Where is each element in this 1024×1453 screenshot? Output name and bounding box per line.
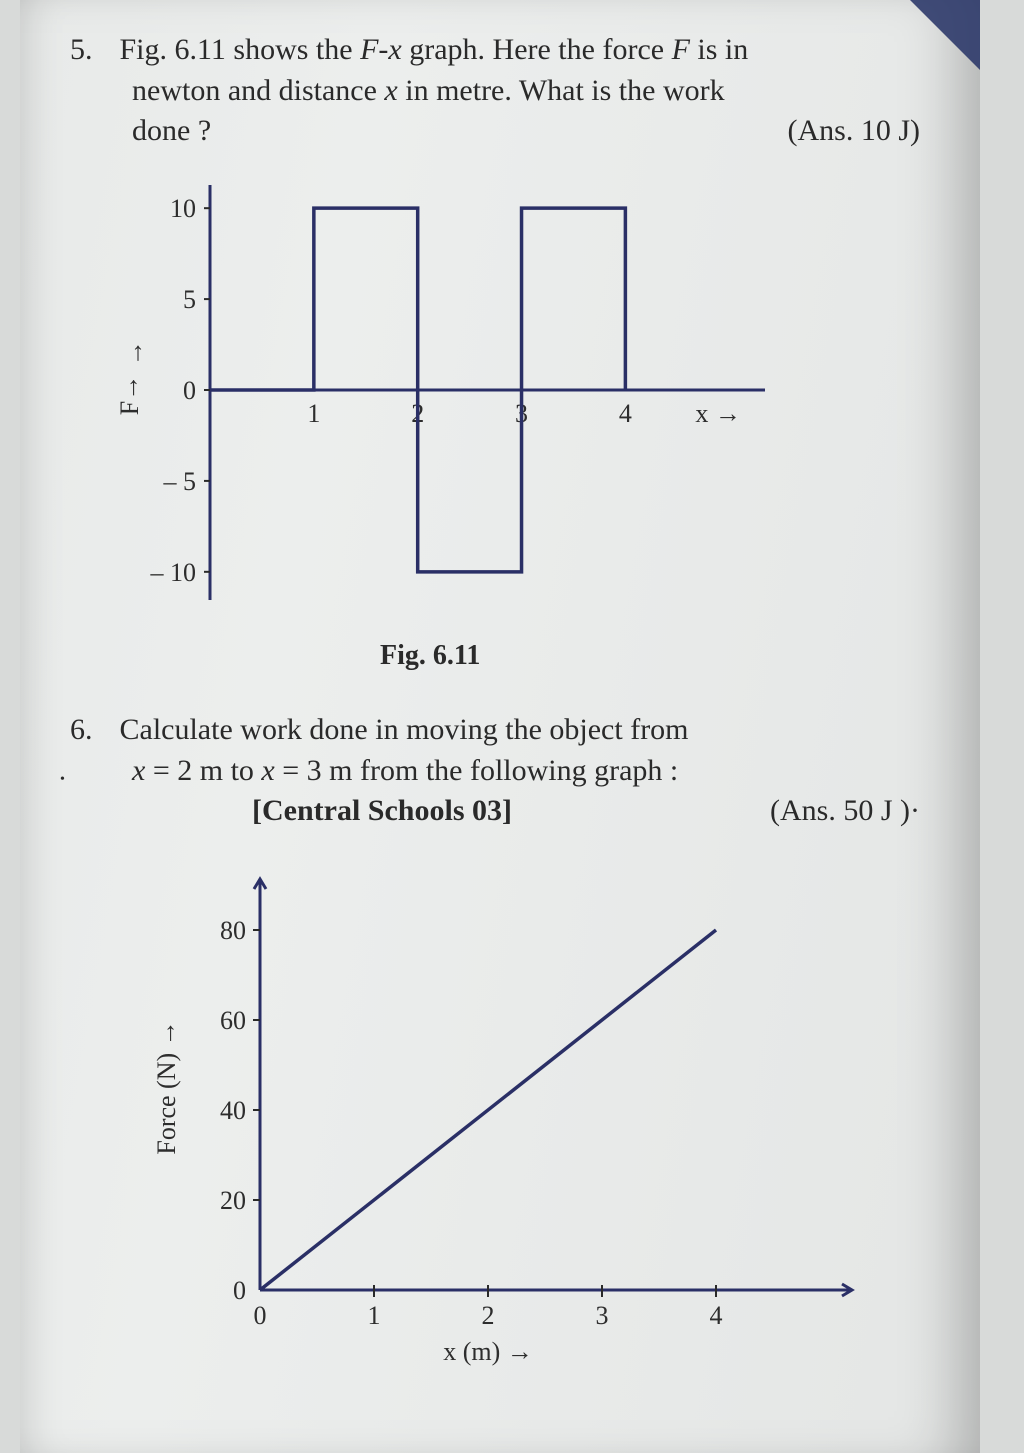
page-corner-fold: [910, 0, 980, 70]
question-6: 6. Calculate work done in moving the obj…: [70, 710, 920, 832]
svg-text:0: 0: [183, 376, 196, 405]
svg-text:2: 2: [482, 1301, 495, 1330]
svg-text:40: 40: [220, 1096, 246, 1125]
q5-number: 5.: [70, 30, 112, 71]
svg-text:4: 4: [619, 399, 632, 428]
svg-text:80: 80: [220, 916, 246, 945]
svg-text:– 5: – 5: [163, 467, 197, 496]
q6-answer: (Ans. 50 J )·: [770, 791, 920, 832]
q6-number: 6.: [70, 710, 112, 751]
fig-6-11-chart: 1050– 5– 101234F→↑x →: [120, 180, 770, 620]
svg-text:– 10: – 10: [150, 558, 197, 587]
q6-line3: • [Central Schools 03] (Ans. 50 J )·: [70, 791, 920, 832]
svg-text:4: 4: [710, 1301, 723, 1330]
svg-text:F→: F→: [115, 375, 144, 415]
svg-text:3: 3: [596, 1301, 609, 1330]
svg-text:20: 20: [220, 1186, 246, 1215]
q6-source: [Central Schools 03]: [132, 794, 512, 827]
svg-text:1: 1: [368, 1301, 381, 1330]
svg-text:0: 0: [233, 1276, 246, 1305]
q5-line1: 5. Fig. 6.11 shows the F-x graph. Here t…: [70, 30, 920, 71]
svg-text:x →: x →: [695, 399, 741, 428]
svg-text:↑: ↑: [132, 337, 145, 366]
fig-6-11-svg: 1050– 5– 101234F→↑x →: [120, 180, 770, 620]
svg-text:Force (N) →: Force (N) →: [152, 1020, 181, 1154]
svg-text:0: 0: [254, 1301, 267, 1330]
page: 5. Fig. 6.11 shows the F-x graph. Here t…: [20, 0, 980, 1453]
force-x-chart: 80 60 40 20 00 1 2 3 4 Force (N) → x (m) →: [140, 870, 860, 1370]
q6-line1: 6. Calculate work done in moving the obj…: [70, 710, 920, 751]
q6-line2: x = 2 m to x = 3 m from the following gr…: [70, 751, 920, 792]
svg-text:10: 10: [170, 194, 196, 223]
q5-answer: (Ans. 10 J): [788, 111, 921, 152]
fig-6-11-caption: Fig. 6.11: [380, 640, 480, 672]
svg-text:x (m) →: x (m) →: [443, 1337, 533, 1366]
svg-text:5: 5: [183, 285, 196, 314]
q5-line2: newton and distance x in metre. What is …: [70, 71, 920, 112]
force-x-svg: 80 60 40 20 00 1 2 3 4 Force (N) → x (m) →: [140, 870, 860, 1370]
svg-text:60: 60: [220, 1006, 246, 1035]
q5-line3: done ? (Ans. 10 J): [70, 111, 920, 152]
svg-text:1: 1: [307, 399, 320, 428]
question-5: 5. Fig. 6.11 shows the F-x graph. Here t…: [70, 30, 920, 152]
